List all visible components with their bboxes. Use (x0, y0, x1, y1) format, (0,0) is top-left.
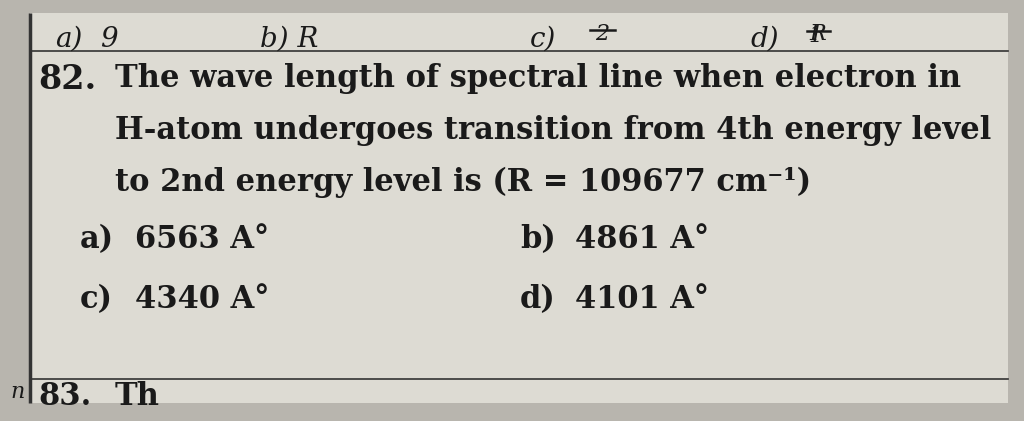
Text: 4861 A°: 4861 A° (575, 224, 710, 255)
Text: 9: 9 (100, 26, 118, 53)
Text: Th: Th (115, 381, 160, 412)
Text: a): a) (55, 26, 82, 53)
Text: 4340 A°: 4340 A° (135, 284, 269, 315)
Text: 83.: 83. (38, 381, 91, 412)
Text: 2: 2 (595, 23, 609, 45)
Text: c): c) (530, 26, 556, 53)
Text: b) R: b) R (260, 26, 318, 53)
Text: d): d) (520, 284, 556, 315)
Text: R: R (809, 23, 825, 45)
Text: a): a) (80, 224, 114, 255)
Text: d): d) (750, 26, 778, 53)
Text: 4101 A°: 4101 A° (575, 284, 709, 315)
Text: b): b) (520, 224, 556, 255)
Text: 1: 1 (808, 25, 822, 47)
Text: n: n (10, 381, 25, 403)
Text: c): c) (80, 284, 113, 315)
Text: to 2nd energy level is (R = 109677 cm⁻¹): to 2nd energy level is (R = 109677 cm⁻¹) (115, 167, 811, 198)
Text: 82.: 82. (38, 63, 96, 96)
Text: 6563 A°: 6563 A° (135, 224, 269, 255)
Text: The wave length of spectral line when electron in: The wave length of spectral line when el… (115, 63, 962, 94)
Text: H-atom undergoes transition from 4th energy level: H-atom undergoes transition from 4th ene… (115, 115, 991, 146)
